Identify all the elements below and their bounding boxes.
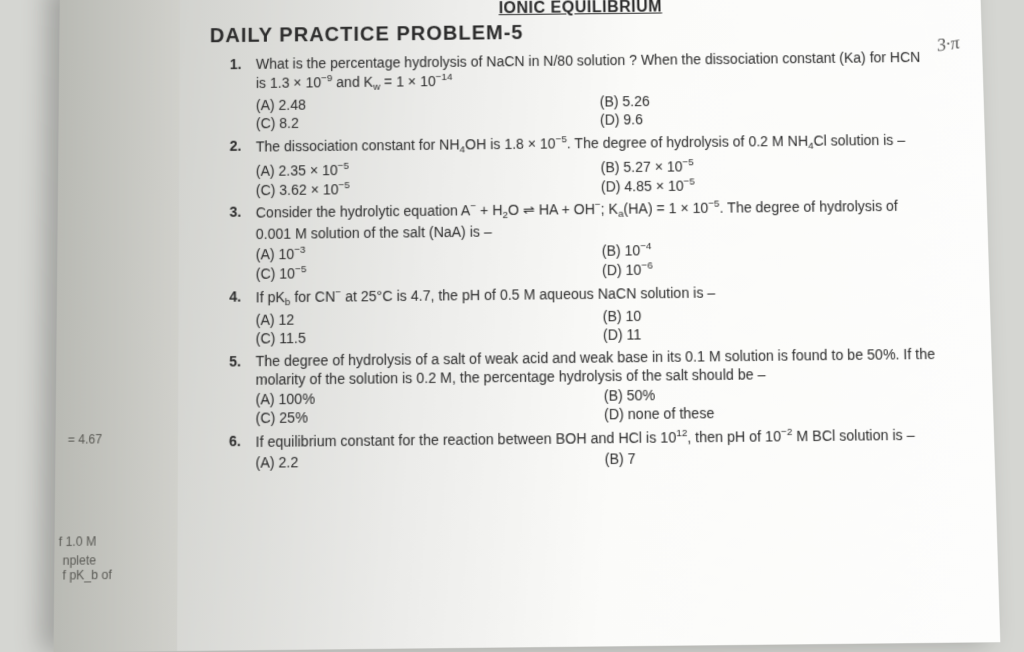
option-a: (A) 2.35 × 10−5 [256,158,591,178]
margin-note-3: nplete [63,553,97,568]
question-number: 6. [229,433,256,452]
question-number: 1. [230,56,256,96]
option-d: (D) 11 [603,323,940,343]
question-number: 2. [230,138,256,160]
question-3: 3. Consider the hydrolytic equation A− +… [229,196,937,243]
page: 3·π = 4.67 f 1.0 M nplete f pK_b of IONI… [54,0,1001,652]
option-c: (C) 25% [256,406,594,426]
question-number: 5. [229,353,256,389]
option-b: (B) 5.27 × 10−5 [600,154,935,174]
option-a: (A) 10−3 [256,242,592,263]
option-d: (D) 4.85 × 10−5 [601,173,936,193]
question-text: Consider the hydrolytic equation A− + H2… [256,196,938,243]
option-a: (A) 100% [256,388,594,408]
question-5: 5. The degree of hydrolysis of a salt of… [229,346,941,390]
option-b: (B) 5.26 [600,90,934,110]
option-b: (B) 10−4 [602,238,938,259]
margin-note-4: f pK_b of [62,568,111,583]
question-1: 1. What is the percentage hydrolysis of … [230,49,933,96]
option-d: (D) 9.6 [600,108,934,128]
option-a: (A) 12 [256,309,593,329]
option-b: (B) 50% [604,384,942,404]
question-text: The degree of hydrolysis of a salt of we… [256,346,942,389]
question-text: What is the percentage hydrolysis of NaC… [256,49,933,96]
option-b: (B) 7 [605,446,944,466]
question-number: 3. [229,204,255,244]
option-a: (A) 2.2 [255,450,594,470]
option-a: (A) 2.48 [256,94,590,114]
option-b: (B) 10 [603,305,940,325]
option-d: (D) 10−6 [602,257,938,278]
option-c: (C) 10−5 [256,261,592,282]
option-c: (C) 8.2 [256,112,590,132]
handwritten-scribble: 3·π [936,32,962,56]
option-d: (D) none of these [604,403,943,423]
question-number: 4. [229,288,255,311]
option-c: (C) 3.62 × 10−5 [256,177,591,197]
option-c: (C) 11.5 [256,327,593,347]
margin-note-2: f 1.0 M [59,534,97,549]
header-title: DAILY PRACTICE PROBLEM-5 [210,18,932,49]
margin-note-1: = 4.67 [68,432,103,447]
